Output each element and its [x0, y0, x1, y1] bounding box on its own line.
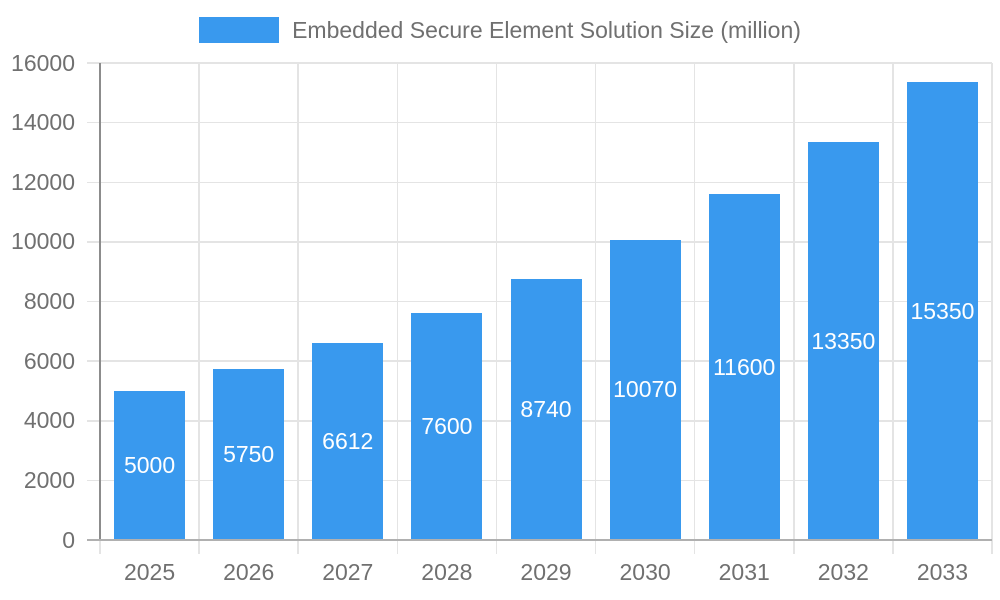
bar-value-label: 11600: [713, 353, 776, 380]
y-axis-tick: [87, 300, 100, 303]
y-axis-tick-label: 6000: [23, 347, 75, 374]
legend-swatch: [199, 17, 280, 43]
bar: [213, 368, 285, 540]
bar-value-label: 8740: [520, 396, 572, 423]
y-axis-tick: [87, 62, 100, 64]
x-gridline: [693, 63, 696, 540]
y-axis-tick-label: 10000: [11, 228, 75, 255]
x-gridline: [297, 63, 299, 540]
x-axis-tick: [198, 540, 200, 554]
x-axis-tick: [99, 540, 101, 554]
bar: [708, 194, 780, 540]
x-axis-tick-label: 2030: [619, 559, 671, 585]
y-axis-tick-label: 2000: [23, 466, 75, 493]
y-axis-tick-label: 16000: [11, 49, 75, 76]
bar-value-label: 13350: [811, 327, 876, 354]
x-axis-tick-label: 2028: [421, 559, 473, 585]
x-gridline: [991, 63, 993, 540]
y-axis-line: [99, 63, 101, 541]
bar: [411, 313, 483, 540]
y-axis-tick: [87, 479, 100, 482]
x-axis-tick-label: 2033: [916, 559, 969, 585]
legend-label: Embedded Secure Element Solution Size (m…: [292, 17, 801, 43]
bar: [510, 279, 582, 540]
y-axis-tick: [87, 360, 100, 362]
x-axis-tick: [495, 540, 498, 554]
x-gridline: [594, 63, 597, 540]
y-gridline: [100, 62, 992, 64]
x-axis-tick: [396, 540, 399, 554]
y-axis-tick-label: 0: [62, 526, 75, 553]
x-axis-tick-label: 2029: [520, 559, 572, 585]
bar-value-label: 15350: [910, 297, 975, 324]
bar: [114, 390, 186, 540]
bar-value-label: 5000: [123, 451, 176, 478]
x-axis-tick-label: 2026: [223, 559, 275, 585]
y-axis-tick-label: 4000: [23, 407, 75, 434]
bar: [906, 82, 978, 540]
y-axis-tick: [87, 181, 100, 183]
y-axis-tick: [87, 241, 100, 243]
bar: [609, 239, 681, 540]
bar-value-label: 6612: [322, 427, 374, 454]
x-gridline: [793, 63, 795, 540]
y-axis-tick-label: 14000: [11, 109, 75, 136]
x-axis-tick: [594, 540, 597, 554]
x-axis-tick: [693, 540, 696, 554]
y-gridline: [100, 241, 992, 243]
legend[interactable]: Embedded Secure Element Solution Size (m…: [0, 16, 1000, 44]
bar: [312, 342, 384, 540]
x-gridline: [892, 63, 894, 540]
x-axis-tick-label: 2032: [817, 559, 869, 585]
y-gridline: [100, 121, 992, 124]
x-axis-line: [87, 539, 992, 541]
bar: [807, 142, 879, 540]
x-axis-tick: [793, 540, 795, 554]
y-axis-tick: [87, 420, 100, 422]
x-axis-tick-label: 2031: [718, 559, 770, 585]
x-axis-tick: [892, 540, 894, 554]
x-gridline: [198, 63, 200, 540]
bar-value-label: 10070: [613, 376, 678, 403]
bar-value-label: 7600: [421, 413, 473, 440]
x-axis-tick: [991, 540, 993, 554]
x-axis-tick: [297, 540, 299, 554]
y-axis-tick-label: 12000: [11, 168, 75, 195]
bar-value-label: 5750: [223, 440, 275, 467]
x-gridline: [396, 63, 399, 540]
x-axis-tick-label: 2027: [322, 559, 374, 585]
x-gridline: [495, 63, 498, 540]
y-axis-tick-label: 8000: [23, 288, 75, 314]
y-gridline: [100, 181, 992, 183]
x-axis-tick-label: 2025: [123, 559, 176, 585]
y-axis-tick: [87, 121, 100, 124]
